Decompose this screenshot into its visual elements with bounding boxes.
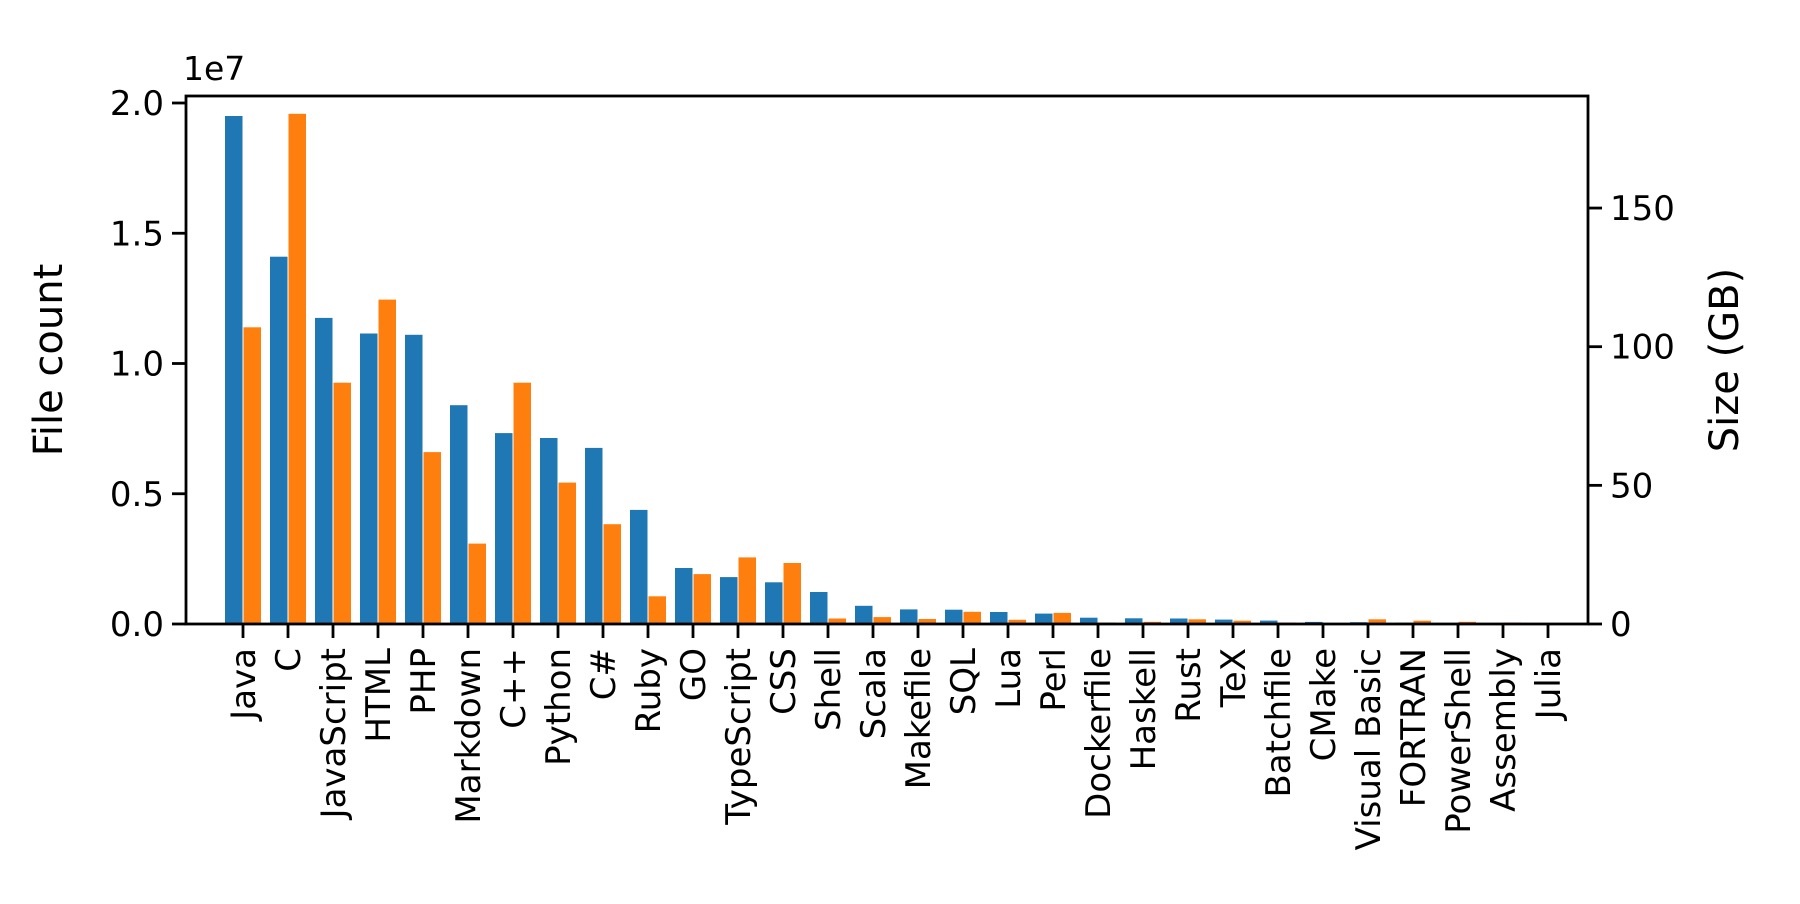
bar-file-count-GO	[675, 568, 693, 624]
x-tick-label-Shell: Shell	[809, 648, 849, 731]
y-tick-label-left-0.0: 0.0	[110, 605, 164, 645]
x-tick-label-Haskell: Haskell	[1124, 648, 1164, 770]
x-tick-label-TypeScript: TypeScript	[719, 648, 759, 826]
bar-size-Rust	[1188, 619, 1206, 624]
x-tick-label-Makefile: Makefile	[899, 648, 939, 789]
bar-file-count-C++	[495, 433, 513, 624]
bar-file-count-HTML	[360, 333, 378, 624]
x-tick-label-Rust: Rust	[1169, 648, 1209, 723]
bar-size-PHP	[423, 452, 441, 624]
x-tick-label-Dockerfile: Dockerfile	[1079, 648, 1119, 819]
x-tick-label-Assembly: Assembly	[1484, 648, 1524, 812]
y-tick-label-left-1.5: 1.5	[110, 214, 164, 254]
bar-file-count-TypeScript	[720, 577, 738, 624]
bar-file-count-Java	[225, 116, 243, 624]
x-tick-label-PHP: PHP	[404, 648, 444, 715]
bar-file-count-Python	[540, 438, 558, 624]
bar-file-count-Perl	[1035, 613, 1053, 624]
bar-size-Perl	[1053, 612, 1071, 624]
bar-file-count-Markdown	[450, 405, 468, 624]
x-tick-label-Java: Java	[224, 648, 264, 722]
bar-file-count-C	[270, 256, 288, 624]
x-tick-label-TeX: TeX	[1214, 648, 1254, 708]
y-tick-label-left-1.0: 1.0	[110, 345, 164, 385]
y-tick-label-left-0.5: 0.5	[110, 475, 164, 515]
bar-file-count-Rust	[1170, 618, 1188, 624]
bar-size-Lua	[1008, 619, 1026, 624]
bar-file-count-CSS	[765, 582, 783, 624]
plot-frame	[184, 94, 1590, 626]
bar-size-Ruby	[648, 596, 666, 624]
x-tick-label-CSS: CSS	[764, 648, 804, 715]
bar-size-Python	[558, 482, 576, 624]
bar-size-HTML	[378, 299, 396, 624]
x-tick-label-GO: GO	[674, 648, 714, 701]
y-axis-label-right: Size (GB)	[1702, 268, 1748, 452]
y-tick-label-right-150: 150	[1610, 189, 1675, 229]
bar-size-C	[288, 113, 306, 625]
x-tick-label-CMake: CMake	[1304, 648, 1344, 761]
x-tick-label-C#: C#	[584, 648, 624, 700]
bar-file-count-Haskell	[1125, 618, 1143, 624]
bar-size-JavaScript	[333, 382, 351, 624]
bar-file-count-Shell	[810, 592, 828, 624]
y-axis-label-left: File count	[26, 264, 72, 457]
x-tick-label-Scala: Scala	[854, 648, 894, 739]
x-tick-label-Markdown: Markdown	[449, 648, 489, 824]
bar-size-FORTRAN	[1413, 620, 1431, 624]
x-tick-label-Lua: Lua	[989, 648, 1029, 709]
x-tick-label-Batchfile: Batchfile	[1259, 648, 1299, 798]
bar-size-GO	[693, 574, 711, 624]
bar-size-Scala	[873, 617, 891, 624]
bar-file-count-JavaScript	[315, 317, 333, 624]
bar-file-count-C#	[585, 447, 603, 624]
bar-size-Visual Basic	[1368, 619, 1386, 624]
x-tick-label-C: C	[269, 648, 309, 672]
y-tick-label-right-100: 100	[1610, 328, 1675, 368]
x-tick-label-FORTRAN: FORTRAN	[1394, 648, 1434, 807]
x-tick-label-Ruby: Ruby	[629, 648, 669, 733]
bar-file-count-Makefile	[900, 609, 918, 624]
bars-layer	[225, 113, 1566, 625]
bar-file-count-PHP	[405, 334, 423, 624]
x-tick-label-Perl: Perl	[1034, 648, 1074, 712]
x-tick-label-Visual Basic: Visual Basic	[1349, 648, 1389, 850]
y-tick-label-right-50: 50	[1610, 466, 1653, 506]
bar-file-count-Ruby	[630, 509, 648, 624]
bar-size-SQL	[963, 611, 981, 624]
bar-size-TeX	[1233, 620, 1251, 624]
bar-file-count-Dockerfile	[1080, 617, 1098, 624]
x-tick-label-Python: Python	[539, 648, 579, 766]
bar-file-count-Batchfile	[1260, 620, 1278, 624]
bar-size-C++	[513, 382, 531, 624]
x-tick-label-Julia: Julia	[1529, 648, 1569, 721]
bar-size-Makefile	[918, 619, 936, 624]
x-tick-label-PowerShell: PowerShell	[1439, 648, 1479, 834]
bar-size-TypeScript	[738, 557, 756, 624]
x-tick-label-JavaScript: JavaScript	[314, 648, 354, 820]
bar-file-count-Lua	[990, 612, 1008, 624]
bar-size-Java	[243, 327, 261, 624]
bar-file-count-TeX	[1215, 619, 1233, 624]
y-tick-label-right-0: 0	[1610, 605, 1632, 645]
bar-file-count-SQL	[945, 609, 963, 624]
x-tick-label-SQL: SQL	[944, 648, 984, 715]
bar-size-C#	[603, 524, 621, 624]
bar-file-count-Scala	[855, 605, 873, 624]
bar-size-CSS	[783, 563, 801, 624]
bar-size-Shell	[828, 618, 846, 624]
x-tick-label-C++: C++	[494, 648, 534, 729]
bar-size-Markdown	[468, 543, 486, 624]
x-tick-label-HTML: HTML	[359, 648, 399, 743]
y-tick-label-left-2.0: 2.0	[110, 84, 164, 124]
y-axis-offset-text: 1e7	[183, 49, 245, 88]
